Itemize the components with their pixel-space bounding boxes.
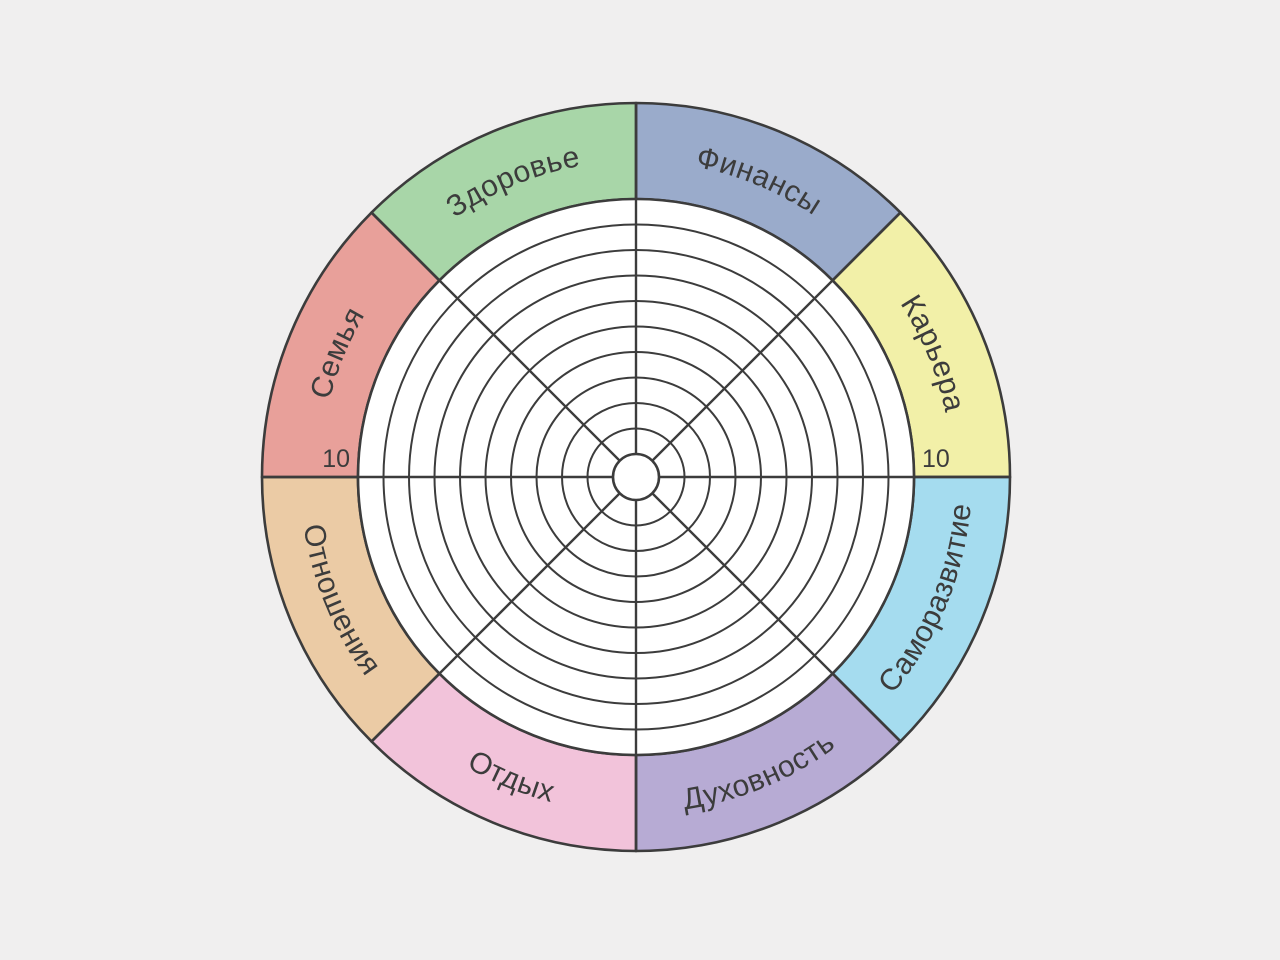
spoke-315 bbox=[651, 211, 902, 462]
sector-ring-layer[interactable] bbox=[260, 101, 1012, 853]
center-hub[interactable] bbox=[611, 452, 661, 502]
scale-labels-layer: 10 10 bbox=[322, 445, 950, 473]
spoke-225 bbox=[370, 211, 621, 462]
scale-label-right-10: 10 bbox=[922, 445, 950, 473]
scale-label-left-10: 10 bbox=[322, 445, 350, 473]
spoke-45 bbox=[651, 492, 902, 743]
spoke-lines-layer bbox=[262, 103, 1010, 851]
center-hub-layer bbox=[611, 452, 661, 502]
spoke-135 bbox=[370, 492, 621, 743]
